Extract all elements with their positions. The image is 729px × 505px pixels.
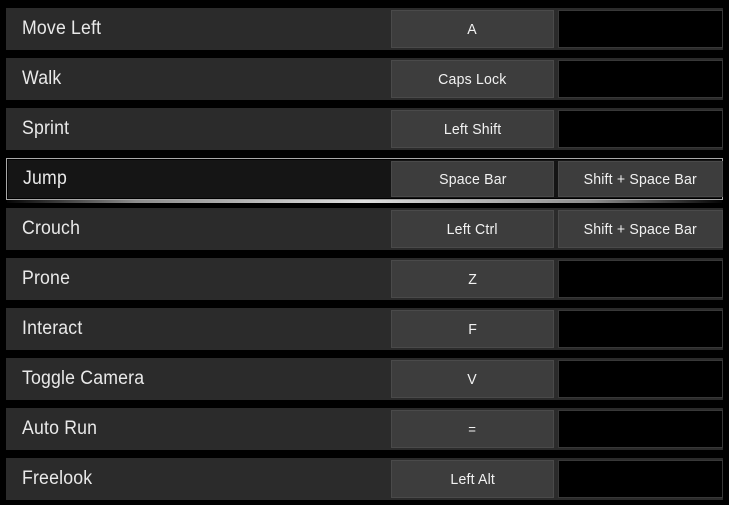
secondary-binding-cell[interactable] bbox=[558, 110, 723, 148]
action-name-cell: Move Left bbox=[6, 8, 391, 50]
action-name-cell: Sprint bbox=[6, 108, 391, 150]
primary-binding-label: A bbox=[467, 20, 478, 38]
table-row[interactable]: Prone Z bbox=[6, 258, 723, 300]
table-row-selected[interactable]: Jump Space Bar Shift + Space Bar bbox=[6, 158, 723, 203]
action-label: Crouch bbox=[22, 218, 81, 239]
table-row[interactable]: Move Left A bbox=[6, 8, 723, 50]
secondary-binding-label: Shift + Space Bar bbox=[583, 220, 698, 238]
primary-binding-cell[interactable]: Z bbox=[391, 260, 554, 298]
secondary-binding-cell[interactable] bbox=[558, 410, 723, 448]
secondary-binding-cell[interactable]: Shift + Space Bar bbox=[558, 161, 723, 197]
table-row[interactable]: Walk Caps Lock bbox=[6, 58, 723, 100]
table-row[interactable]: Freelook Left Alt bbox=[6, 458, 723, 500]
action-label: Toggle Camera bbox=[22, 368, 145, 389]
action-label: Freelook bbox=[22, 468, 93, 489]
action-name-cell: Prone bbox=[6, 258, 391, 300]
primary-binding-cell[interactable]: V bbox=[391, 360, 554, 398]
action-name-cell: Auto Run bbox=[6, 408, 391, 450]
primary-binding-cell[interactable]: Caps Lock bbox=[391, 60, 554, 98]
secondary-binding-label: Shift + Space Bar bbox=[583, 170, 698, 188]
primary-binding-label: Space Bar bbox=[438, 170, 507, 188]
action-label: Walk bbox=[22, 68, 62, 89]
action-label: Auto Run bbox=[22, 418, 98, 439]
action-label: Prone bbox=[22, 268, 71, 289]
secondary-binding-cell[interactable] bbox=[558, 310, 723, 348]
action-name-cell: Crouch bbox=[6, 208, 391, 250]
primary-binding-label: Left Ctrl bbox=[446, 220, 499, 238]
secondary-binding-cell[interactable] bbox=[558, 10, 723, 48]
table-row[interactable]: Crouch Left Ctrl Shift + Space Bar bbox=[6, 208, 723, 250]
secondary-binding-cell[interactable] bbox=[558, 260, 723, 298]
primary-binding-label: Caps Lock bbox=[438, 70, 507, 88]
primary-binding-label: V bbox=[467, 370, 478, 388]
action-name-cell: Toggle Camera bbox=[6, 358, 391, 400]
primary-binding-label: Left Shift bbox=[443, 120, 502, 138]
action-name-cell: Interact bbox=[6, 308, 391, 350]
secondary-binding-cell[interactable]: Shift + Space Bar bbox=[558, 210, 723, 248]
action-name-cell: Walk bbox=[6, 58, 391, 100]
primary-binding-cell[interactable]: Left Ctrl bbox=[391, 210, 554, 248]
secondary-binding-cell[interactable] bbox=[558, 60, 723, 98]
action-label: Sprint bbox=[22, 118, 70, 139]
primary-binding-label: = bbox=[468, 421, 477, 437]
table-row[interactable]: Toggle Camera V bbox=[6, 358, 723, 400]
primary-binding-label: Left Alt bbox=[450, 470, 495, 488]
table-row[interactable]: Auto Run = bbox=[6, 408, 723, 450]
action-name-cell: Jump bbox=[7, 159, 391, 199]
action-name-cell: Freelook bbox=[6, 458, 391, 500]
action-label: Interact bbox=[22, 318, 83, 339]
primary-binding-cell[interactable]: A bbox=[391, 10, 554, 48]
secondary-binding-cell[interactable] bbox=[558, 360, 723, 398]
action-label: Move Left bbox=[22, 18, 102, 39]
secondary-binding-cell[interactable] bbox=[558, 460, 723, 498]
table-row[interactable]: Interact F bbox=[6, 308, 723, 350]
primary-binding-cell[interactable]: Left Shift bbox=[391, 110, 554, 148]
primary-binding-cell[interactable]: Space Bar bbox=[391, 161, 554, 197]
primary-binding-cell[interactable]: F bbox=[391, 310, 554, 348]
primary-binding-cell[interactable]: = bbox=[391, 410, 554, 448]
action-label: Jump bbox=[23, 168, 67, 189]
table-row[interactable]: Sprint Left Shift bbox=[6, 108, 723, 150]
primary-binding-cell[interactable]: Left Alt bbox=[391, 460, 554, 498]
primary-binding-label: F bbox=[468, 320, 477, 338]
primary-binding-label: Z bbox=[468, 270, 477, 288]
